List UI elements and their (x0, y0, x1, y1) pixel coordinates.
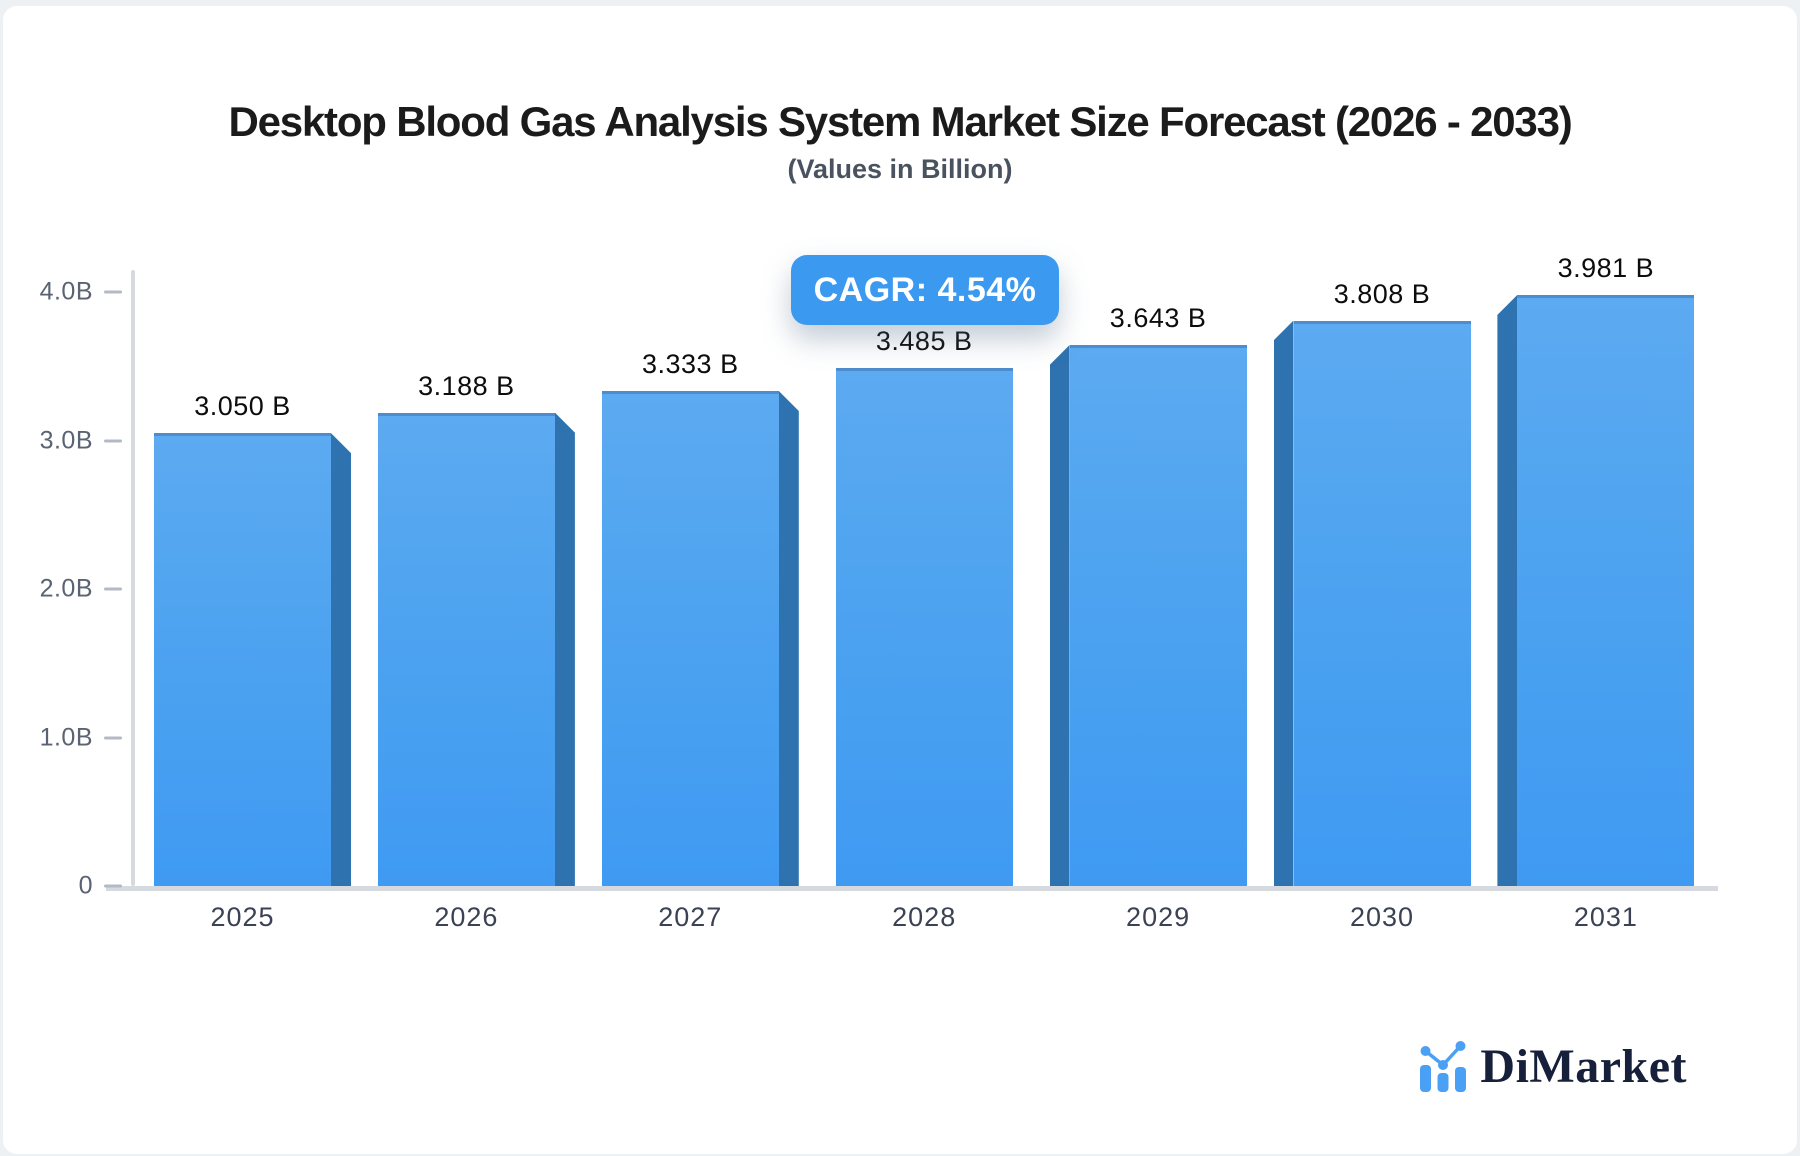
mini-bar-chart-icon (1418, 1038, 1468, 1094)
chart-title: Desktop Blood Gas Analysis System Market… (228, 98, 1572, 145)
chart-card: Desktop Blood Gas Analysis System Market… (3, 6, 1797, 1154)
y-tick-dash (104, 587, 122, 591)
bar (601, 391, 779, 886)
bar-value-label: 3.643 B (1109, 303, 1207, 333)
x-axis-label: 2031 (1573, 902, 1638, 932)
y-tick-dash (104, 290, 122, 294)
y-tick-label: 2.0B (39, 574, 93, 603)
x-axis-label: 2027 (658, 902, 723, 932)
bar (1293, 320, 1471, 886)
bar-value-label: 3.188 B (418, 370, 515, 401)
bar (1069, 345, 1247, 886)
bar-value-label: 3.808 B (1333, 278, 1431, 309)
bar-value-label: 3.485 B (875, 326, 973, 357)
bar-value-label: 3.333 B (642, 349, 739, 380)
bar (835, 368, 1013, 886)
y-tick-label: 4.0B (39, 277, 93, 306)
bar (377, 412, 555, 886)
bar-side-face (1497, 294, 1518, 886)
y-tick-dash (104, 736, 122, 739)
bar-value-label: 3.050 B (194, 391, 291, 422)
bar (1517, 294, 1695, 886)
cagr-badge: CAGR: 4.54% (791, 255, 1059, 325)
y-tick-label: 1.0B (39, 723, 93, 751)
x-axis-label: 2029 (1126, 902, 1191, 932)
y-axis-line (131, 270, 135, 886)
bar-side-face (554, 412, 575, 886)
bar-side-face (331, 433, 351, 886)
chart: 0 1.0B 2.0B 3.0B 4.0B 3.050 B 2025 3.188 B 2026 3… (3, 252, 1800, 952)
cagr-badge-label: CAGR: 4.54% (813, 270, 1037, 309)
bar-value-label: 3.981 B (1557, 252, 1655, 283)
y-tick-label: 3.0B (39, 426, 93, 454)
bar-side-face (778, 391, 799, 886)
y-tick-dash (104, 439, 122, 442)
x-axis-label: 2025 (210, 902, 275, 932)
y-tick-dash (104, 884, 122, 888)
brand-logo-text: DiMarket (1480, 1039, 1687, 1093)
chart-subtitle: (Values in Billion) (787, 154, 1013, 184)
x-axis-label: 2030 (1349, 902, 1415, 932)
brand-logo: DiMarket (1418, 1038, 1687, 1094)
y-tick-label: 0 (78, 871, 93, 900)
bar (154, 433, 331, 886)
bar-side-face (1049, 345, 1070, 886)
x-axis-label: 2026 (434, 902, 499, 932)
x-axis-baseline (106, 886, 1718, 891)
x-axis-label: 2028 (892, 902, 957, 932)
bar-side-face (1273, 320, 1294, 886)
